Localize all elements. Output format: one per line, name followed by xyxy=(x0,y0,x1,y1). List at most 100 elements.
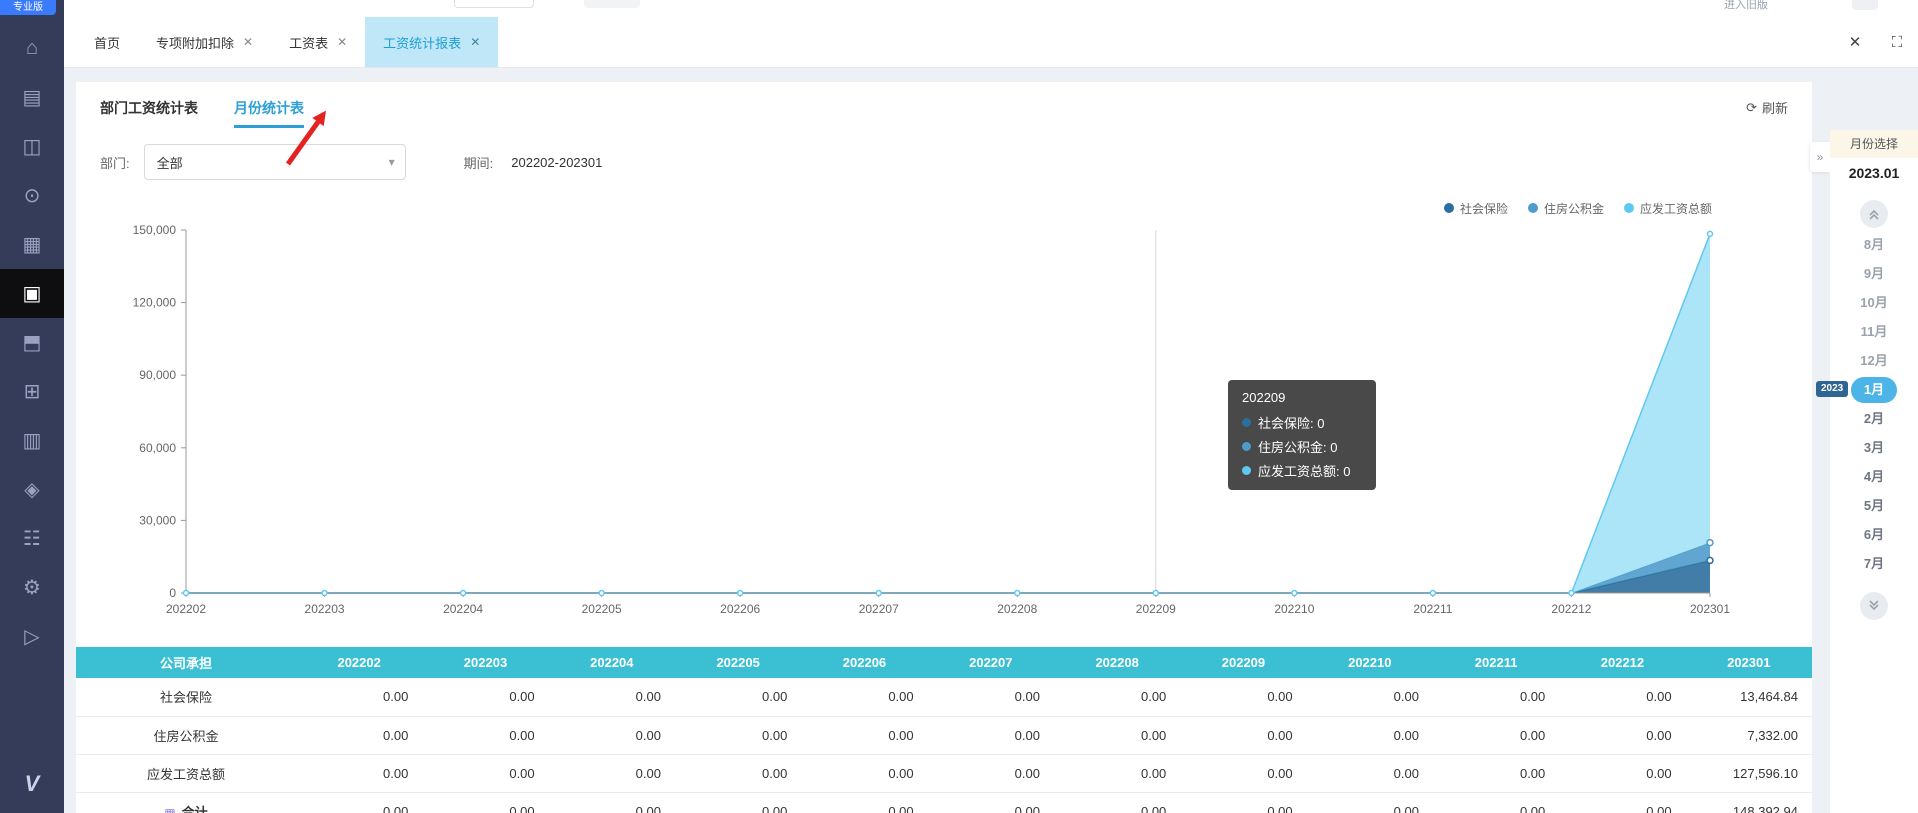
scroll-up-button[interactable] xyxy=(1860,200,1888,228)
sidebar-item-funds-icon[interactable]: ⊙ xyxy=(23,185,41,207)
sidebar-nav: ⌂ ▤ ◫ ⊙ ▦ ▣ ⬒ ⊞ ▥ ◈ ☷ ⚙ ▷ xyxy=(0,24,64,661)
cell-value: 0.00 xyxy=(674,792,802,813)
month-item-6月[interactable]: 6月 xyxy=(1863,527,1885,542)
svg-text:0: 0 xyxy=(169,586,176,600)
cell-value: 0.00 xyxy=(1053,678,1181,717)
cell-value: 0.00 xyxy=(1559,792,1686,813)
top-partial-icon[interactable] xyxy=(1852,0,1878,10)
cell-value: 0.00 xyxy=(1306,716,1433,755)
sidebar-item-chart-icon[interactable]: ◫ xyxy=(22,136,42,158)
close-tabs-icon[interactable]: ✕ xyxy=(1848,34,1862,51)
legend-dot-icon xyxy=(1443,203,1454,213)
cell-value: 0.00 xyxy=(1559,754,1686,793)
svg-text:90,000: 90,000 xyxy=(139,368,176,382)
chart-area[interactable]: 0 30,000 60,000 90,000 120,000 150,000 202202 2… xyxy=(100,222,1800,624)
cell-value: 0.00 xyxy=(1306,754,1433,793)
month-item-3月[interactable]: 3月 xyxy=(1863,440,1885,455)
table-row: ▦ 合计 0.00 0.00 0.00 0.00 0.00 0.00 0.00 0.00 0.00 0… xyxy=(76,792,1812,813)
legend-item[interactable]: 社会保险 xyxy=(1443,200,1508,217)
month-item-4月[interactable]: 4月 xyxy=(1863,469,1885,484)
svg-text:202212: 202212 xyxy=(1551,602,1591,616)
month-item-9月[interactable]: 9月 xyxy=(1863,266,1885,281)
sidebar-item-salary-icon[interactable]: ⬒ xyxy=(22,332,42,354)
cell-value: 0.00 xyxy=(1432,678,1560,717)
sidebar-item-report-icon[interactable]: ▣ xyxy=(0,269,64,318)
filter-row: 部门: 全部 ▾ 期间: 202202-202301 xyxy=(100,142,1812,182)
tab-1[interactable]: 专项附加扣除 ✕ xyxy=(138,17,271,67)
table-col-company: 公司承担 xyxy=(76,647,296,678)
legend-item[interactable]: 住房公积金 xyxy=(1527,200,1604,217)
legacy-version-link[interactable]: 进入旧版 xyxy=(1724,0,1768,11)
tab-0[interactable]: 首页 xyxy=(76,17,138,67)
svg-text:202204: 202204 xyxy=(443,602,483,616)
current-period: 2023.01 xyxy=(1848,165,1900,181)
cell-value: 0.00 xyxy=(1432,792,1560,813)
cell-value: 0.00 xyxy=(1180,678,1307,717)
fullscreen-icon[interactable]: ⛶ xyxy=(1891,33,1903,51)
tab-label: 首页 xyxy=(94,35,121,51)
month-item-8月[interactable]: 8月 xyxy=(1863,237,1885,252)
salary-stacked-area-chart[interactable]: 0 30,000 60,000 90,000 120,000 150,000 202202 2… xyxy=(100,222,1800,624)
sidebar-item-checkout-icon[interactable]: ☷ xyxy=(23,528,41,550)
month-item-12月[interactable]: 12月 xyxy=(1860,353,1888,368)
subtab-0[interactable]: 部门工资统计表 xyxy=(100,100,198,116)
month-item-5月[interactable]: 5月 xyxy=(1863,498,1885,513)
tab-label: 专项附加扣除 xyxy=(156,35,235,51)
refresh-button[interactable]: ⟳ 刷新 xyxy=(1746,98,1788,117)
selected-month-pill: 1月 xyxy=(1851,377,1897,403)
double-chevron-down-icon xyxy=(1869,600,1879,611)
sidebar-item-home-icon[interactable]: ⌂ xyxy=(25,37,39,59)
period-label: 期间: xyxy=(463,155,494,171)
cell-value: 0.00 xyxy=(674,716,802,755)
tab-close-icon[interactable]: ✕ xyxy=(243,35,254,49)
tab-label: 工资表 xyxy=(289,35,329,51)
year-badge: 2023 xyxy=(1816,381,1849,397)
tab-close-icon[interactable]: ✕ xyxy=(470,35,481,49)
cell-value: 0.00 xyxy=(1053,716,1181,755)
cell-value: 0.00 xyxy=(1432,716,1560,755)
sidebar-item-voucher-icon[interactable]: ▤ xyxy=(22,87,42,109)
cell-value: 0.00 xyxy=(927,754,1054,793)
cell-value: 0.00 xyxy=(1306,678,1433,717)
table-row: 社会保险 0.00 0.00 0.00 0.00 0.00 0.00 0.00 0.00 0.00… xyxy=(76,678,1812,717)
top-partial-button[interactable] xyxy=(584,0,640,8)
department-value: 全部 xyxy=(156,155,183,171)
sidebar-item-assets-icon[interactable]: ◈ xyxy=(24,479,40,501)
cell-value: 0.00 xyxy=(296,716,423,755)
table-col-month: 202202 xyxy=(296,647,423,678)
sidebar-item-inventory-icon[interactable]: ⊞ xyxy=(23,381,41,403)
cell-value: 0.00 xyxy=(422,716,549,755)
scroll-down-button[interactable] xyxy=(1860,592,1888,620)
sidebar-item-settings-icon[interactable]: ⚙ xyxy=(23,577,41,599)
month-item-2月[interactable]: 2月 xyxy=(1863,411,1885,426)
sidebar: 专业版 ⌂ ▤ ◫ ⊙ ▦ ▣ ⬒ ⊞ ▥ ◈ ☷ ⚙ ▷ V xyxy=(0,0,64,813)
row-label: 社会保险 xyxy=(76,678,296,717)
legend-dot-icon xyxy=(1623,203,1634,213)
cell-value: 0.00 xyxy=(296,792,423,813)
subtab-1[interactable]: 月份统计表 xyxy=(234,88,304,128)
department-select[interactable]: 全部 ▾ xyxy=(143,144,406,180)
sidebar-item-invoice-icon[interactable]: ▦ xyxy=(22,234,42,256)
department-label: 部门: xyxy=(100,155,130,171)
cell-value: 0.00 xyxy=(422,678,549,717)
tab-close-icon[interactable]: ✕ xyxy=(337,35,348,49)
month-item-1月[interactable]: 2023 1月 xyxy=(1816,375,1918,404)
top-partial-control[interactable] xyxy=(454,0,534,8)
sidebar-item-ledger-icon[interactable]: ▥ xyxy=(22,430,42,452)
refresh-label: 刷新 xyxy=(1761,101,1788,116)
tab-3[interactable]: 工资统计报表 ✕ xyxy=(365,17,499,67)
tab-2[interactable]: 工资表 ✕ xyxy=(271,17,365,67)
month-item-11月[interactable]: 11月 xyxy=(1860,324,1888,339)
cell-value: 0.00 xyxy=(674,754,802,793)
sidebar-item-tutorial-icon[interactable]: ▷ xyxy=(24,626,40,648)
legend-item[interactable]: 应发工资总额 xyxy=(1623,200,1712,217)
row-label: 住房公积金 xyxy=(76,716,296,755)
table-col-month: 202212 xyxy=(1559,647,1686,678)
month-item-7月[interactable]: 7月 xyxy=(1863,556,1885,571)
month-item-10月[interactable]: 10月 xyxy=(1860,295,1888,310)
top-bar: 进入旧版 xyxy=(64,0,1918,14)
report-card: 部门工资统计表 月份统计表 ⟳ 刷新 部门: 全部 ▾ 期间: 202202-20… xyxy=(76,82,1812,813)
table-col-month: 202208 xyxy=(1053,647,1181,678)
panel-collapse-button[interactable]: » xyxy=(1810,142,1830,172)
